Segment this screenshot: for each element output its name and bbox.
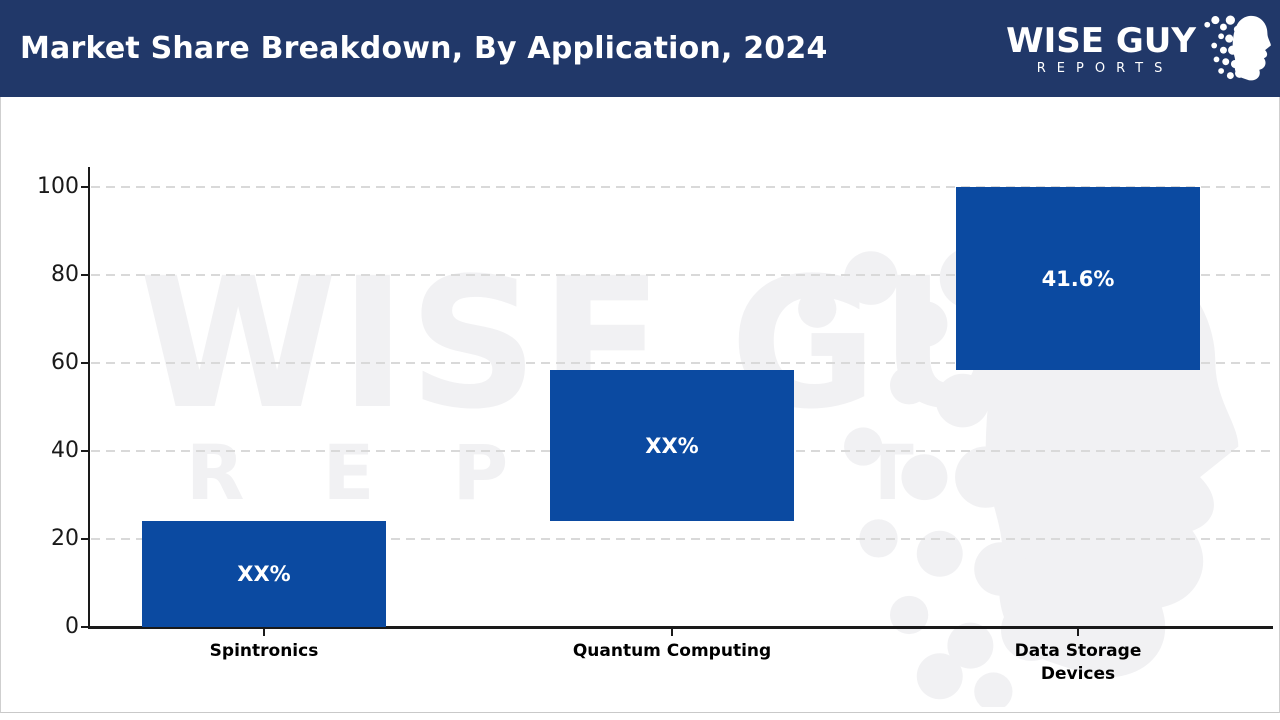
bar-value-label: XX% [237,562,291,587]
bottom-strip [0,714,1280,720]
bar-quantum-computing [550,370,794,522]
gridline-y80 [91,274,1273,276]
gridline-y20 [91,538,1273,540]
plot: 0 20 40 60 80 100 XX% XX% 41.6% Spintronics Quantu… [1,97,1279,712]
x-tick-label-line: Data Storage [1014,641,1142,661]
wiseguy-logo: WISE GUY REPORTS [1006,6,1272,92]
chart-area: WISE GUY REPORTS 020406080100XX%XX%41.6%… [0,97,1280,713]
logo-text: WISE GUY REPORTS [1006,22,1196,76]
y-tick-mark [81,362,89,364]
y-tick-label: 100 [37,174,79,199]
logo-wordmark: WISE GUY [1006,21,1196,61]
y-tick-label: 60 [51,350,79,375]
x-tick-label: Data Storage Devices [928,640,1228,686]
y-tick-mark [81,626,89,628]
x-tick-label-line: Spintronics [209,641,319,661]
x-axis-line [88,626,1273,629]
logo-subtext: REPORTS [1036,61,1174,76]
x-tick-mark [671,629,673,636]
y-tick-mark [81,450,89,452]
x-tick-label: Spintronics [114,640,414,663]
report-header: Market Share Breakdown, By Application, … [0,0,1280,97]
x-tick-mark [263,629,265,636]
y-tick-label: 0 [65,614,79,639]
x-tick-mark [1077,629,1079,636]
y-tick-label: 40 [51,438,79,463]
y-tick-label: 80 [51,262,79,287]
bar-value-label: 41.6% [1041,266,1115,291]
gridline-y100 [91,186,1273,188]
y-axis-line [88,167,90,629]
x-tick-label-line: Devices [1040,664,1116,684]
y-tick-mark [81,538,89,540]
bar-data-storage-devices [956,187,1200,371]
logo-face-icon [1204,15,1271,81]
bar-spintronics [142,521,386,627]
x-tick-label-line: Quantum Computing [572,641,772,661]
x-tick-label: Quantum Computing [522,640,822,663]
bar-value-label: XX% [645,433,699,458]
gridline-y60 [91,362,1273,364]
page-title: Market Share Breakdown, By Application, … [20,31,828,66]
y-tick-mark [81,274,89,276]
y-tick-mark [81,186,89,188]
y-tick-label: 20 [51,526,79,551]
